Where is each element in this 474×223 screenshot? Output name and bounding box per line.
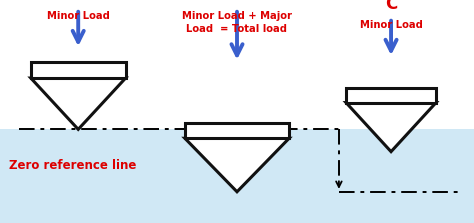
Polygon shape [346, 103, 436, 152]
Bar [0, 0, 474, 129]
Polygon shape [346, 88, 436, 103]
Polygon shape [31, 62, 126, 78]
Text: B: B [231, 0, 243, 4]
Text: A: A [72, 0, 85, 4]
Text: C: C [385, 0, 397, 13]
Text: Zero reference line: Zero reference line [9, 159, 137, 171]
Polygon shape [185, 123, 289, 138]
Text: Minor Load + Major
Load  = Total load: Minor Load + Major Load = Total load [182, 11, 292, 34]
Text: Minor Load: Minor Load [360, 20, 422, 30]
Polygon shape [31, 78, 126, 129]
Bar [0, 129, 474, 223]
Polygon shape [185, 138, 289, 192]
Text: Minor Load: Minor Load [47, 11, 109, 21]
